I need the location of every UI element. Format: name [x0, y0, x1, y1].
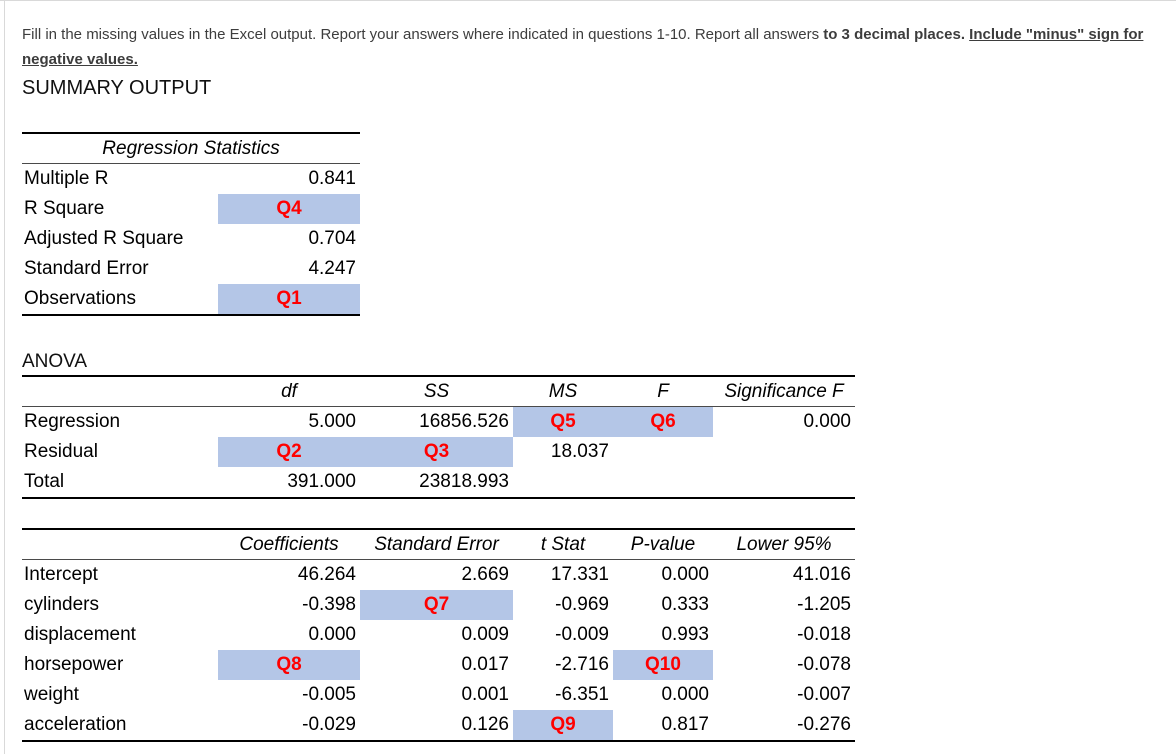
question-cell-q8: Q8: [218, 650, 360, 680]
anova-cell-df: 5.000: [308, 411, 356, 432]
summary-row-label: Standard Error: [24, 258, 149, 279]
coef-cell-t-stat: -0.009: [555, 624, 609, 645]
anova-cell-ms: 18.037: [550, 441, 609, 462]
coef-cell-t-stat: -2.716: [555, 654, 609, 675]
coef-cell-t-stat: -0.969: [555, 594, 609, 615]
anova-cell-significance-f: 0.000: [803, 411, 851, 432]
anova-cell-empty: [613, 437, 713, 467]
coef-cell-p-value: 0.817: [661, 714, 709, 735]
top-divider: [0, 0, 1176, 1]
question-cell-q3: Q3: [360, 437, 513, 467]
coef-row-label: displacement: [24, 624, 136, 645]
anova-cell-ss: 16856.526: [419, 411, 509, 432]
coef-cell-lower-95: -0.018: [797, 624, 851, 645]
coef-row-label: weight: [24, 684, 79, 705]
coef-cell-lower-95: -0.276: [797, 714, 851, 735]
coef-cell-p-value: 0.993: [661, 624, 709, 645]
coef-cell-lower-95: -1.205: [797, 594, 851, 615]
anova-header-ss: SS: [360, 377, 513, 407]
coef-header-blank: [22, 530, 218, 560]
coef-cell-p-value: 0.000: [661, 684, 709, 705]
question-cell-q2: Q2: [218, 437, 360, 467]
coef-row-label: Intercept: [24, 564, 98, 585]
anova-cell-empty: [513, 467, 613, 497]
instructions-normal-segment: Fill in the missing values in the Excel …: [22, 26, 824, 43]
coef-cell-lower-95: -0.078: [797, 654, 851, 675]
coef-cell-t-stat: -6.351: [555, 684, 609, 705]
regression-statistics-header: Regression Statistics: [22, 134, 360, 164]
coef-header-coefficients: Coefficients: [218, 530, 360, 560]
coef-cell-coefficient: 0.000: [308, 624, 356, 645]
summary-row-label: Multiple R: [24, 168, 109, 189]
summary-output-title: SUMMARY OUTPUT: [22, 77, 212, 99]
summary-row-label: Adjusted R Square: [24, 228, 184, 249]
regression-statistics-table: Regression Statistics Multiple R 0.841 R…: [22, 132, 360, 316]
anova-cell-df: 391.000: [287, 471, 356, 492]
coef-cell-coefficient: -0.029: [302, 714, 356, 735]
anova-header-df: df: [218, 377, 360, 407]
summary-row-value: 0.841: [308, 168, 356, 189]
anova-cell-empty: [713, 467, 855, 497]
anova-header-f: F: [613, 377, 713, 407]
coef-cell-coefficient: 46.264: [297, 564, 356, 585]
summary-row-label: Observations: [24, 288, 136, 309]
coef-header-standard-error: Standard Error: [360, 530, 513, 560]
anova-cell-empty: [713, 437, 855, 467]
coef-cell-coefficient: -0.398: [302, 594, 356, 615]
coef-cell-lower-95: -0.007: [797, 684, 851, 705]
coef-cell-p-value: 0.333: [661, 594, 709, 615]
question-cell-q10: Q10: [613, 650, 713, 680]
coef-cell-p-value: 0.000: [661, 564, 709, 585]
anova-header-significance-f: Significance F: [713, 377, 855, 407]
anova-header-blank: [22, 377, 218, 407]
coef-header-t-stat: t Stat: [513, 530, 613, 560]
coef-cell-standard-error: 0.017: [461, 654, 509, 675]
anova-title: ANOVA: [22, 351, 88, 372]
left-divider: [4, 0, 5, 754]
question-cell-q1: Q1: [218, 284, 360, 314]
summary-row-value: 4.247: [308, 258, 356, 279]
anova-cell-ss: 23818.993: [419, 471, 509, 492]
coef-header-lower-95: Lower 95%: [713, 530, 855, 560]
coef-cell-standard-error: 0.009: [461, 624, 509, 645]
question-cell-q6: Q6: [613, 407, 713, 437]
anova-header-ms: MS: [513, 377, 613, 407]
coef-cell-lower-95: 41.016: [792, 564, 851, 585]
anova-row-label: Total: [24, 471, 65, 492]
anova-row-label: Residual: [24, 441, 98, 462]
coef-cell-standard-error: 0.126: [461, 714, 509, 735]
anova-table: df SS MS F Significance F Regression 5.0…: [22, 375, 855, 499]
question-cell-q5: Q5: [513, 407, 613, 437]
coef-cell-standard-error: 2.669: [461, 564, 509, 585]
instructions-bold-period: .: [960, 26, 970, 43]
coefficients-table: Coefficients Standard Error t Stat P-val…: [22, 528, 855, 742]
coef-row-label: acceleration: [24, 714, 127, 735]
coef-cell-t-stat: 17.331: [550, 564, 609, 585]
question-cell-q7: Q7: [360, 590, 513, 620]
instructions-underlined-segment: Include "minus" sign for negative values…: [22, 26, 1144, 68]
summary-row-value: 0.704: [308, 228, 356, 249]
question-cell-q9: Q9: [513, 710, 613, 740]
anova-cell-empty: [613, 467, 713, 497]
coef-row-label: cylinders: [24, 594, 99, 615]
anova-row-label: Regression: [24, 411, 121, 432]
instructions-text: Fill in the missing values in the Excel …: [22, 22, 1167, 72]
question-cell-q4: Q4: [218, 194, 360, 224]
coef-header-p-value: P-value: [613, 530, 713, 560]
coef-cell-coefficient: -0.005: [302, 684, 356, 705]
summary-row-label: R Square: [24, 198, 105, 219]
coef-cell-standard-error: 0.001: [461, 684, 509, 705]
coef-row-label: horsepower: [24, 654, 124, 675]
instructions-bold-segment: to 3 decimal places: [823, 26, 961, 43]
